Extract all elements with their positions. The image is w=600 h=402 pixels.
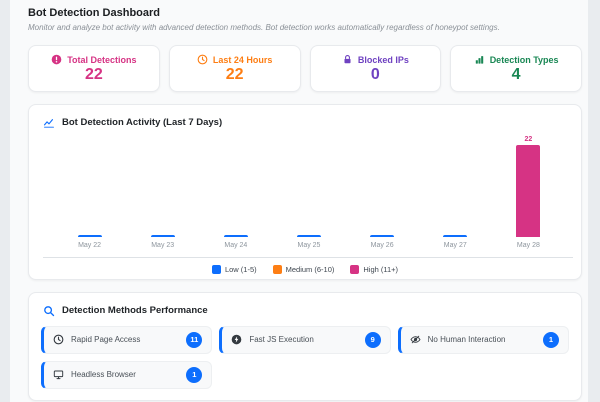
method-count-badge: 11 — [186, 331, 203, 348]
legend-label: High (11+) — [363, 264, 399, 274]
stats-row: Total Detections 22 Last 24 Hours 22 Blocked… — [28, 45, 582, 92]
method-label: Headless Browser — [71, 370, 136, 380]
method-item-info: Headless Browser — [53, 369, 136, 380]
bar-chart-icon — [474, 54, 485, 65]
eye-off-icon — [410, 334, 421, 345]
methods-title: Detection Methods Performance — [62, 305, 208, 317]
line-chart-icon — [43, 117, 55, 129]
x-tick-label: May 24 — [224, 241, 248, 249]
left-gutter — [0, 0, 10, 402]
chart-card-header: Bot Detection Activity (Last 7 Days) — [29, 105, 581, 129]
method-count-badge: 1 — [186, 366, 203, 383]
bar-column: 22 May 28 — [492, 129, 565, 251]
page-title: Bot Detection Dashboard — [28, 7, 161, 19]
stat-card-total-detections: Total Detections 22 — [28, 45, 160, 92]
x-tick-label: May 26 — [370, 241, 394, 249]
page-scrollbar-track[interactable] — [588, 0, 600, 402]
chart-legend-divider — [43, 256, 573, 258]
stat-card-blocked-ips: Blocked IPs 0 — [309, 45, 442, 92]
chart-bar — [370, 234, 395, 237]
x-tick-label: May 25 — [297, 241, 321, 249]
bar-column: May 23 — [126, 129, 199, 251]
chart-bar — [516, 144, 541, 237]
legend-swatch — [211, 264, 221, 274]
bar-chart: May 22 May 23 May 24 May 25 May 26 May 27 22 Ma… — [53, 129, 565, 251]
x-tick-label: May 22 — [78, 241, 102, 249]
bar-column: May 26 — [346, 129, 419, 251]
stat-card-header: Last 24 Hours — [174, 54, 296, 65]
lock-icon — [342, 54, 353, 65]
chart-title: Bot Detection Activity (Last 7 Days) — [62, 117, 223, 129]
method-item-headless-browser: Headless Browser 1 — [41, 360, 213, 389]
bar-column: May 24 — [199, 129, 272, 251]
x-tick-label: May 28 — [516, 241, 540, 249]
stat-value: 0 — [370, 66, 380, 83]
stat-label: Total Detections — [67, 54, 137, 65]
stat-card-header: Total Detections — [33, 54, 155, 65]
legend-item-medium-6-10[interactable]: Medium (6-10) — [272, 264, 335, 274]
clock-icon — [197, 54, 208, 65]
stat-card-header: Blocked IPs — [315, 54, 437, 65]
methods-card: Detection Methods Performance Rapid Page… — [28, 291, 582, 401]
method-item-no-human-interaction: No Human Interaction 1 — [397, 325, 569, 354]
chart-legend: Low (1-5) Medium (6-10) High (11+) — [29, 264, 581, 274]
chart-bar — [150, 234, 175, 237]
search-icon — [43, 305, 55, 317]
stat-label: Last 24 Hours — [212, 54, 273, 65]
bar-value-label: 22 — [524, 135, 533, 143]
stat-value: 22 — [225, 66, 244, 83]
x-tick-label: May 27 — [443, 241, 467, 249]
method-item-rapid-page-access: Rapid Page Access 11 — [41, 325, 213, 354]
clock-icon — [53, 334, 64, 345]
main-content: Bot Detection Dashboard Monitor and anal… — [10, 0, 588, 402]
method-label: Fast JS Execution — [249, 335, 314, 345]
methods-card-header: Detection Methods Performance — [29, 293, 581, 317]
legend-item-high-11[interactable]: High (11+) — [350, 264, 399, 274]
method-count-badge: 9 — [364, 331, 381, 348]
method-item-info: No Human Interaction — [410, 334, 506, 345]
stat-value: 22 — [84, 66, 103, 83]
chart-bar — [296, 234, 321, 237]
stat-card-header: Detection Types — [455, 54, 577, 65]
x-tick-label: May 23 — [151, 241, 175, 249]
stat-label: Blocked IPs — [357, 54, 409, 65]
chart-bar — [77, 234, 102, 237]
bar-column: May 27 — [419, 129, 492, 251]
legend-item-low-1-5[interactable]: Low (1-5) — [211, 264, 257, 274]
bar-column: May 22 — [53, 129, 126, 251]
legend-swatch — [350, 264, 360, 274]
chart-bar — [223, 234, 248, 237]
method-label: Rapid Page Access — [71, 335, 141, 345]
stat-value: 4 — [511, 66, 521, 83]
chart-bar — [443, 234, 468, 237]
activity-chart-card: Bot Detection Activity (Last 7 Days) May… — [28, 103, 582, 280]
lightning-icon — [231, 334, 242, 345]
legend-label: Low (1-5) — [224, 264, 257, 274]
method-item-info: Rapid Page Access — [53, 334, 140, 345]
method-item-fast-js-execution: Fast JS Execution 9 — [219, 325, 391, 354]
methods-grid: Rapid Page Access 11 Fast JS Execution 9 No … — [29, 317, 581, 389]
legend-swatch — [272, 264, 282, 274]
method-item-info: Fast JS Execution — [231, 334, 314, 345]
alert-circle-icon — [51, 54, 62, 65]
page-subtitle: Monitor and analyze bot activity with ad… — [28, 23, 500, 32]
stat-card-last-24-hours: Last 24 Hours 22 — [168, 45, 301, 92]
legend-label: Medium (6-10) — [285, 264, 335, 274]
method-label: No Human Interaction — [427, 335, 506, 345]
stat-label: Detection Types — [489, 54, 559, 65]
method-count-badge: 1 — [542, 331, 559, 348]
bar-column: May 25 — [272, 129, 345, 251]
stat-card-detection-types: Detection Types 4 — [450, 45, 582, 92]
monitor-icon — [53, 369, 64, 380]
